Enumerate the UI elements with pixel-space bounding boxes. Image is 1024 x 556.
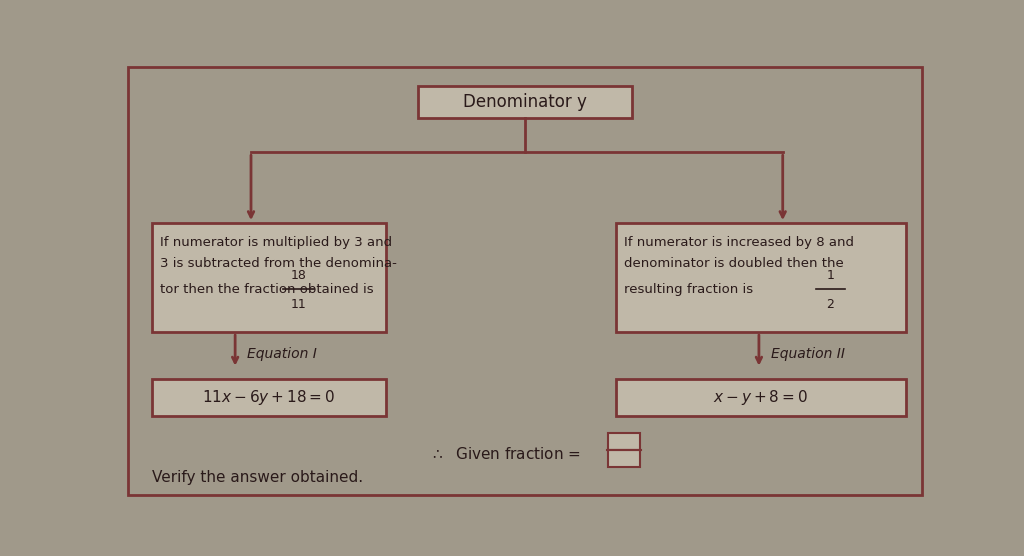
Text: resulting fraction is: resulting fraction is (624, 283, 758, 296)
FancyBboxPatch shape (418, 86, 632, 118)
Text: Equation II: Equation II (771, 346, 845, 360)
FancyBboxPatch shape (152, 223, 386, 332)
Text: $x - y + 8 = 0$: $x - y + 8 = 0$ (714, 388, 808, 407)
FancyBboxPatch shape (152, 379, 386, 416)
Text: tor then the fraction obtained is: tor then the fraction obtained is (160, 283, 378, 296)
Text: If numerator is multiplied by 3 and: If numerator is multiplied by 3 and (160, 236, 392, 249)
Text: Equation I: Equation I (247, 346, 316, 360)
Text: $\therefore$  Given fraction =: $\therefore$ Given fraction = (430, 446, 582, 462)
Text: $11x - 6y + 18 = 0$: $11x - 6y + 18 = 0$ (202, 388, 336, 407)
FancyBboxPatch shape (616, 223, 905, 332)
Text: 1: 1 (826, 269, 835, 282)
Text: Verify the answer obtained.: Verify the answer obtained. (152, 470, 362, 485)
Text: Denominator y: Denominator y (463, 93, 587, 111)
FancyBboxPatch shape (128, 67, 922, 495)
Text: denominator is doubled then the: denominator is doubled then the (624, 257, 844, 270)
Text: 2: 2 (826, 298, 835, 311)
Text: If numerator is increased by 8 and: If numerator is increased by 8 and (624, 236, 854, 249)
Text: 11: 11 (291, 298, 306, 311)
Text: 3 is subtracted from the denomina-: 3 is subtracted from the denomina- (160, 257, 396, 270)
FancyBboxPatch shape (608, 450, 640, 467)
FancyBboxPatch shape (616, 379, 905, 416)
FancyBboxPatch shape (608, 433, 640, 450)
Text: 18: 18 (291, 269, 306, 282)
